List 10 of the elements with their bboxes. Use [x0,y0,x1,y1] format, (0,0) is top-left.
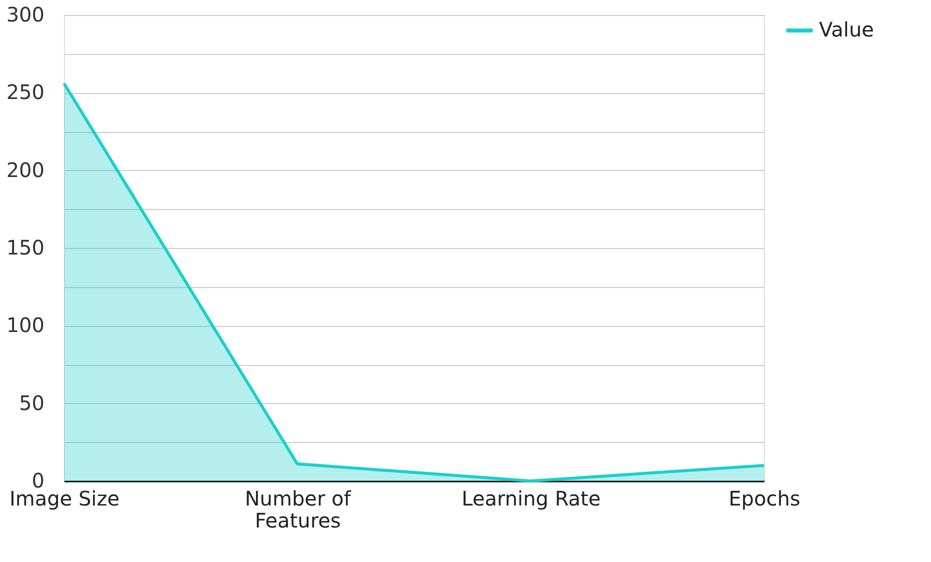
legend-label: Value [819,18,874,42]
x-tick-label: Number of Features [244,486,352,532]
y-tick-label: 50 [19,390,44,415]
x-tick-label: Learning Rate [462,486,601,510]
y-tick-label: 150 [6,236,44,260]
y-tick-label: 300 [6,2,44,26]
y-tick-label: 200 [6,158,44,182]
y-tick-label: 250 [6,80,44,104]
y-tick-label: 100 [6,313,44,338]
x-tick-label: Epochs [728,486,800,510]
